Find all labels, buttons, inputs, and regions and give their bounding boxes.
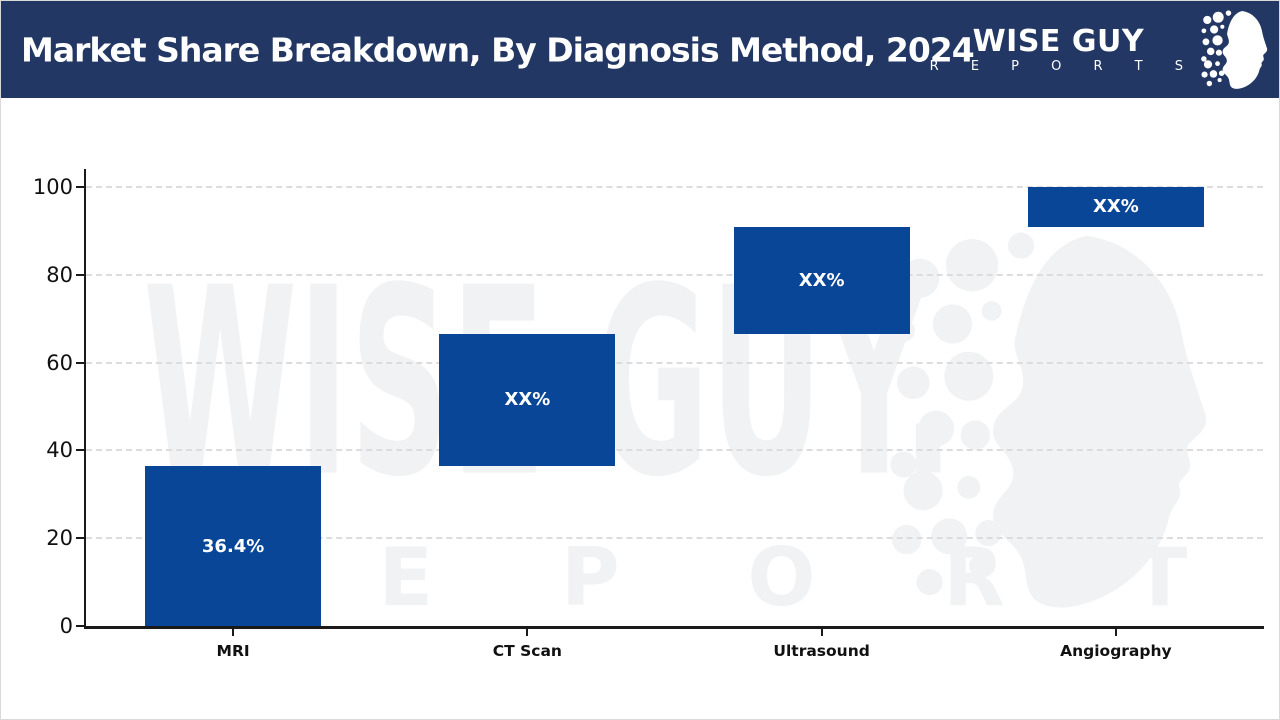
x-axis-line: [84, 626, 1264, 629]
waterfall-bar: 36.4%: [145, 466, 322, 626]
gridline: [86, 449, 1263, 452]
x-axis-tick: [232, 629, 235, 636]
waterfall-bar: XX%: [439, 333, 616, 467]
brand-tagline: R E P O R T S: [929, 58, 1197, 74]
x-axis-tick: [820, 629, 823, 636]
y-axis-tick: [76, 449, 84, 452]
x-axis-tick: [526, 629, 529, 636]
y-axis-tick: [76, 625, 84, 627]
y-axis-tick-label: 40: [46, 438, 73, 463]
y-axis-tick-label: 20: [46, 526, 73, 551]
x-axis-category-label: Angiography: [1060, 642, 1172, 660]
y-axis-tick: [76, 273, 84, 276]
gridline: [86, 537, 1263, 540]
y-axis-tick: [76, 537, 84, 540]
y-axis-tick: [76, 186, 84, 188]
y-axis-tick: [76, 361, 84, 364]
x-axis-category-label: CT Scan: [492, 642, 562, 660]
header: Market Share Breakdown, By Diagnosis Met…: [1, 1, 1279, 98]
y-axis-line: [84, 169, 86, 628]
y-axis-tick-label: 100: [32, 175, 73, 199]
bar-value-label: XX%: [1092, 196, 1139, 218]
x-axis-category-label: Ultrasound: [773, 642, 870, 660]
gridline: [86, 186, 1263, 188]
x-axis-category-label: MRI: [216, 642, 250, 660]
waterfall-bar: XX%: [1027, 187, 1204, 227]
gridline: [86, 273, 1263, 276]
waterfall-bar: XX%: [733, 226, 910, 334]
brand-logo-text: WISE GUY R E P O R T S: [920, 26, 1197, 74]
bar-value-label: XX%: [504, 389, 551, 411]
y-axis-tick-label: 60: [46, 350, 73, 375]
bar-value-label: 36.4%: [201, 535, 265, 557]
page-title: Market Share Breakdown, By Diagnosis Met…: [21, 30, 975, 69]
y-axis-tick-label: 80: [46, 262, 73, 287]
brand-name: WISE GUY: [972, 24, 1145, 60]
gridline: [86, 361, 1263, 364]
bar-value-label: XX%: [798, 269, 845, 291]
y-axis-tick-label: 0: [59, 614, 73, 638]
x-axis-tick: [1114, 629, 1117, 636]
brand-logo: WISE GUY R E P O R T S: [920, 7, 1271, 93]
